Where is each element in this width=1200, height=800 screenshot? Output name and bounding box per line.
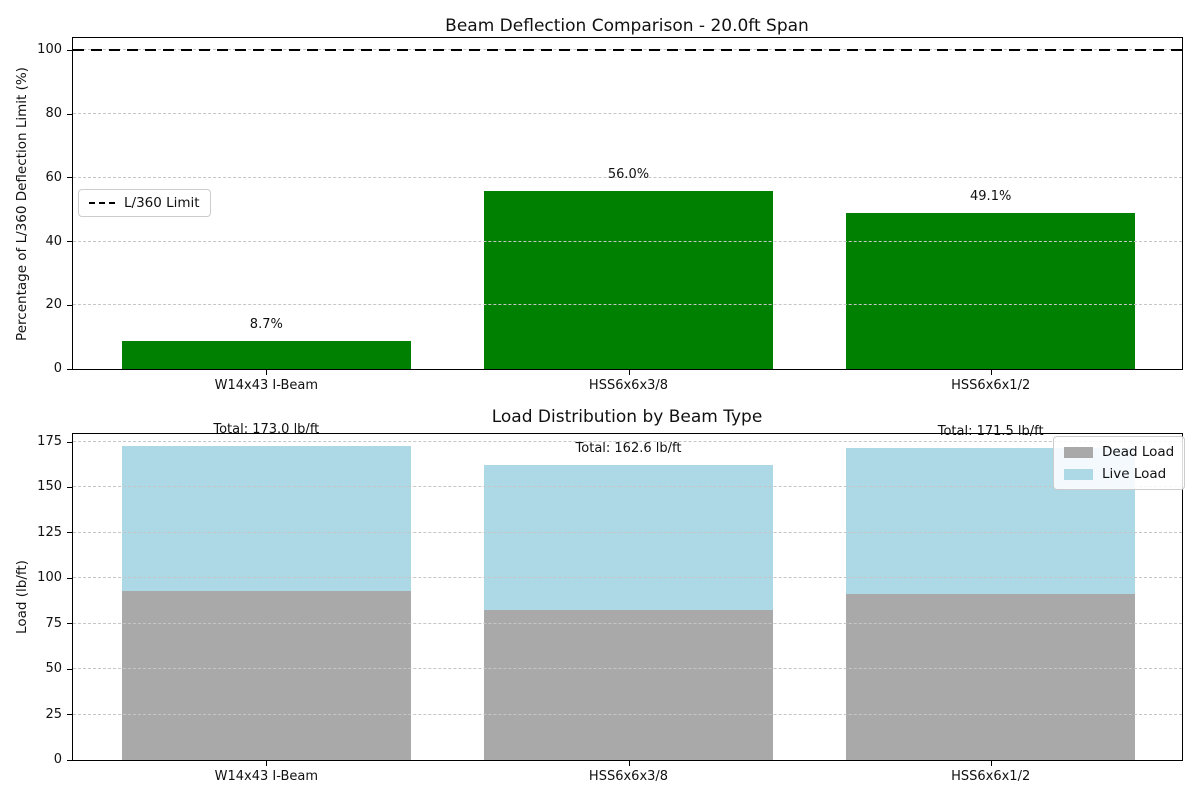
y-tick-mark <box>67 759 72 761</box>
y-tick-mark <box>67 304 72 306</box>
x-tick-mark <box>628 370 630 375</box>
x-tick-mark <box>266 370 268 375</box>
load-chart-title: Load Distribution by Beam Type <box>491 407 763 427</box>
y-tick-mark <box>67 368 72 370</box>
y-tick-mark <box>67 177 72 179</box>
y-tick-mark <box>67 532 72 534</box>
y-tick-mark <box>67 714 72 716</box>
y-tick-label: 125 <box>37 524 62 540</box>
y-tick-label: 75 <box>45 615 62 631</box>
x-tick-mark <box>990 370 992 375</box>
x-tick-mark <box>266 761 268 766</box>
dead-load-bar-segment <box>846 593 1136 760</box>
deflection-plot-area: 8.7% W14x43 I-Beam 56.0% HSS6x6x3/8 49.1% HSS… <box>37 37 1183 393</box>
gridline <box>73 304 1182 306</box>
dead-load-swatch-icon <box>1064 446 1093 458</box>
gridline <box>73 668 1182 670</box>
gridline <box>73 622 1182 624</box>
y-tick-label: 60 <box>45 169 62 185</box>
y-tick-label: 80 <box>45 106 62 122</box>
y-tick-label: 25 <box>45 706 62 722</box>
l360-limit-line <box>73 49 1182 52</box>
y-tick-mark <box>67 441 72 443</box>
bar-value-label: 8.7% <box>249 317 283 333</box>
y-tick-label: 40 <box>45 233 62 249</box>
dead-load-legend-item: Dead Load <box>1064 444 1174 460</box>
bar-value-label: 49.1% <box>970 188 1012 204</box>
live-load-legend-item: Live Load <box>1064 466 1166 482</box>
y-tick-mark <box>67 113 72 115</box>
l360-limit-legend: L/360 Limit <box>78 189 211 217</box>
live-load-swatch-icon <box>1064 468 1093 480</box>
x-tick-label: HSS6x6x1/2 <box>951 378 1031 393</box>
y-tick-label: 0 <box>53 752 62 767</box>
deflection-bar <box>121 341 411 369</box>
y-tick-mark <box>67 577 72 579</box>
gridline <box>73 113 1182 115</box>
x-tick-label: HSS6x6x3/8 <box>588 769 669 784</box>
y-tick-label: 100 <box>37 570 62 586</box>
y-tick-mark <box>67 668 72 670</box>
gridline <box>73 713 1182 715</box>
y-tick-mark <box>67 623 72 625</box>
gridline <box>73 176 1182 178</box>
total-load-label: Total: 171.5 lb/ft <box>937 424 1044 440</box>
dead-load-legend-label: Dead Load <box>1102 444 1175 460</box>
y-tick-label: 50 <box>45 661 62 677</box>
gridline <box>73 531 1182 533</box>
total-load-label: Total: 162.6 lb/ft <box>575 440 682 456</box>
y-tick-label: 150 <box>37 479 62 495</box>
y-tick-mark <box>67 49 72 51</box>
deflection-bar <box>484 190 773 369</box>
load-plot-area: Total: 173.0 lb/ft W14x43 I-Beam Total: 16… <box>37 422 1183 784</box>
total-load-label: Total: 173.0 lb/ft <box>213 421 320 437</box>
y-tick-label: 100 <box>37 42 62 58</box>
gridline <box>73 441 1182 442</box>
load-legend: Dead Load Live Load <box>1053 436 1186 490</box>
x-tick-mark <box>628 761 630 766</box>
bar-value-label: 56.0% <box>607 166 650 182</box>
deflection-y-axis-label: Percentage of L/360 Deflection Limit (%) <box>14 67 30 341</box>
live-load-bar-segment <box>121 445 411 592</box>
y-tick-label: 175 <box>37 434 62 449</box>
deflection-bar <box>846 212 1136 369</box>
dashed-line-swatch-icon <box>89 202 116 204</box>
gridline <box>73 577 1182 579</box>
l360-legend-label: L/360 Limit <box>124 195 200 211</box>
x-tick-label: HSS6x6x3/8 <box>588 378 669 393</box>
dead-load-bar-segment <box>121 591 411 760</box>
live-load-bar-segment <box>484 464 773 610</box>
gridline <box>73 486 1182 488</box>
gridline <box>73 240 1182 242</box>
deflection-chart-title: Beam Deflection Comparison - 20.0ft Span <box>445 16 809 36</box>
dead-load-bar-segment <box>484 609 773 760</box>
load-y-axis-label: Load (lb/ft) <box>14 560 30 634</box>
y-tick-mark <box>67 486 72 488</box>
x-tick-label: W14x43 I-Beam <box>214 378 318 393</box>
x-tick-label: W14x43 I-Beam <box>214 769 318 784</box>
live-load-legend-label: Live Load <box>1102 466 1167 482</box>
y-tick-label: 0 <box>53 361 62 376</box>
x-tick-mark <box>990 761 992 766</box>
y-tick-mark <box>67 241 72 243</box>
y-tick-label: 20 <box>45 297 62 313</box>
x-tick-label: HSS6x6x1/2 <box>951 769 1031 784</box>
